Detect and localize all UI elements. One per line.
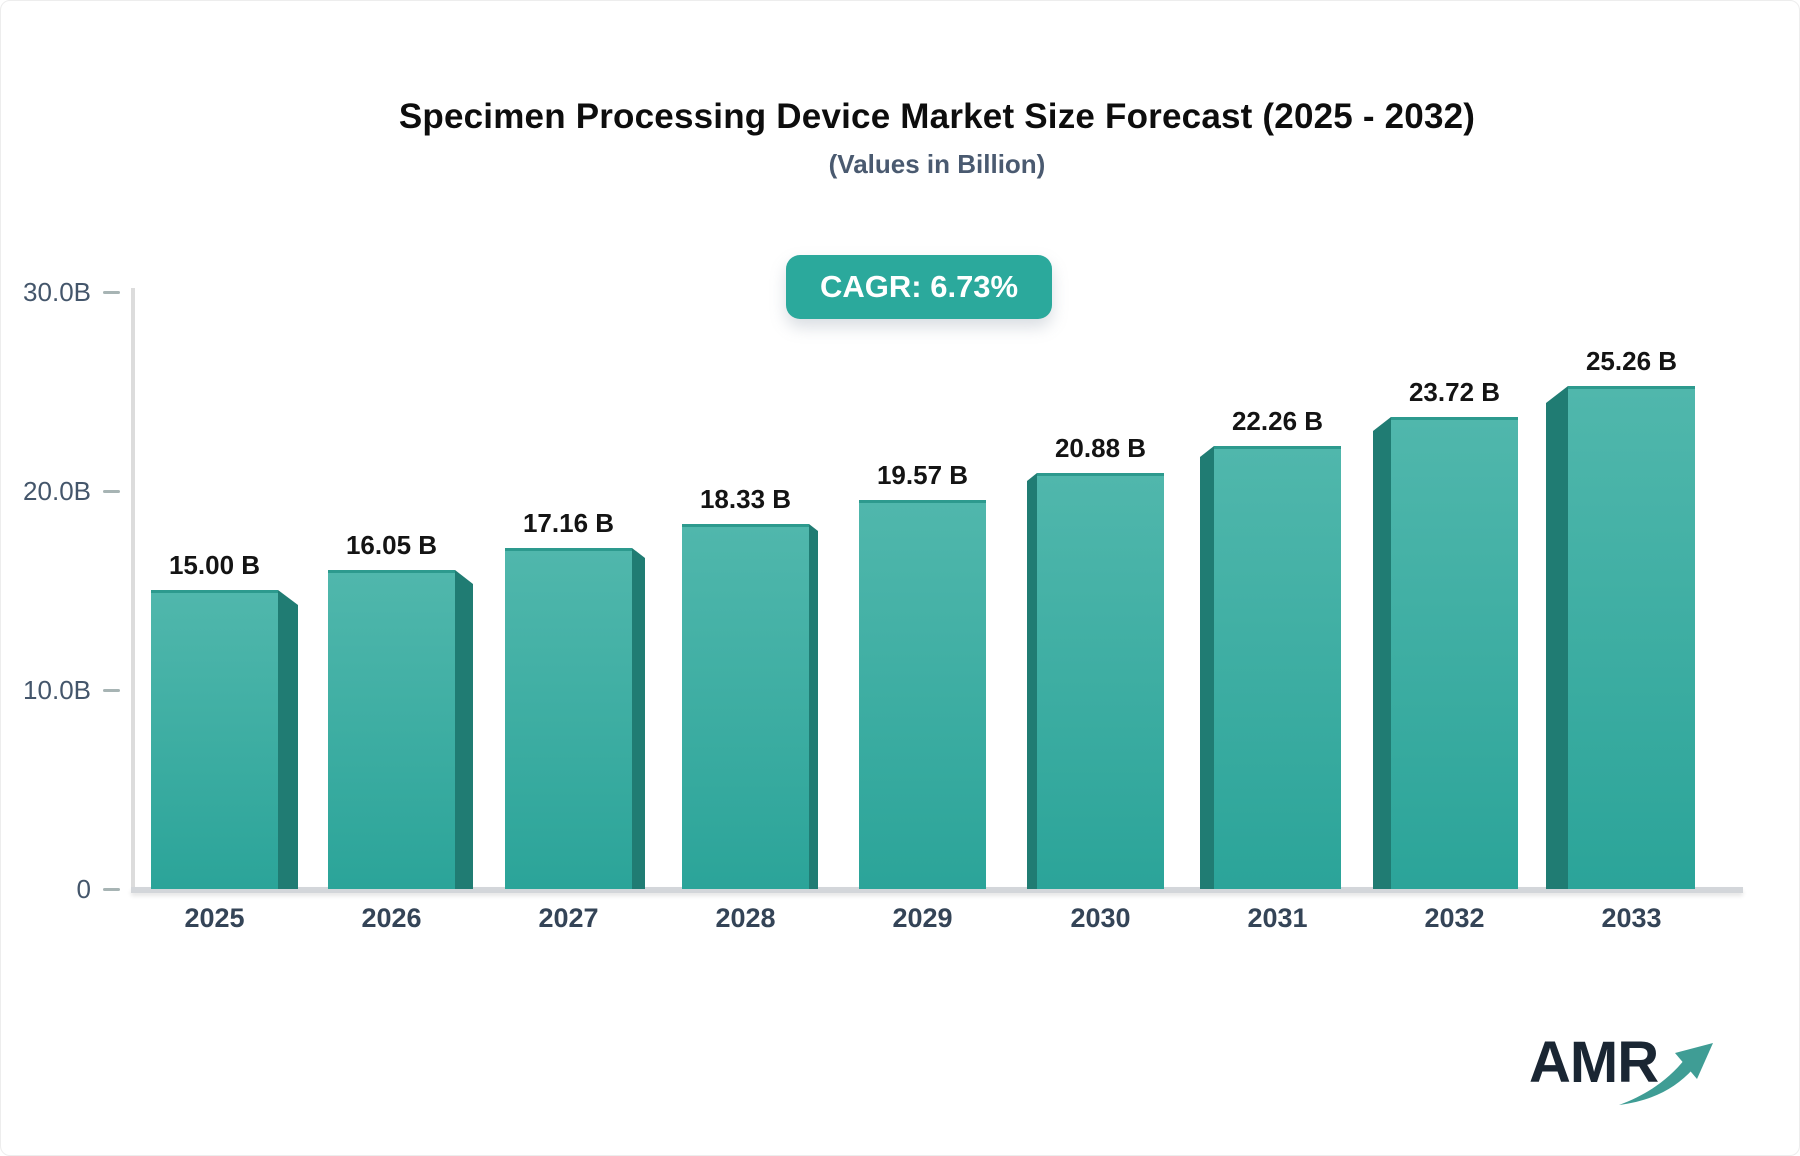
bar-value-label: 17.16 B (522, 508, 615, 538)
bar-value-label: 16.05 B (345, 530, 438, 560)
bar[interactable] (1391, 417, 1518, 889)
y-axis-tick-mark (103, 888, 120, 891)
bar-3d-side (455, 570, 473, 889)
bar[interactable] (505, 548, 632, 889)
y-axis-tick-mark (103, 291, 120, 294)
x-axis-label: 2026 (361, 903, 422, 933)
y-axis-tick-mark (103, 490, 120, 493)
x-axis-label: 2032 (1424, 903, 1485, 933)
y-axis-tick-label: 30.0B (23, 277, 91, 307)
bar[interactable] (859, 500, 986, 889)
bar[interactable] (151, 590, 278, 889)
bar-value-label: 18.33 B (699, 484, 792, 514)
bar[interactable] (1214, 446, 1341, 889)
y-axis-line (131, 288, 135, 893)
bar-value-label: 23.72 B (1408, 377, 1501, 407)
chart-title: Specimen Processing Device Market Size F… (398, 97, 1476, 136)
y-axis-tick-label: 10.0B (23, 675, 91, 705)
x-axis-label: 2029 (892, 903, 953, 933)
x-axis-label: 2031 (1247, 903, 1308, 933)
x-axis-label: 2027 (538, 903, 599, 933)
x-axis-label: 2030 (1070, 903, 1131, 933)
bar-value-label: 19.57 B (876, 460, 969, 490)
bar-3d-side (809, 524, 818, 889)
x-axis-label: 2033 (1601, 903, 1662, 933)
bar[interactable] (682, 524, 809, 889)
bar[interactable] (1037, 473, 1164, 889)
bar[interactable] (328, 570, 455, 889)
bar-3d-side (278, 590, 298, 889)
bar-value-label: 25.26 B (1585, 346, 1678, 376)
cagr-badge: CAGR: 6.73% (786, 255, 1053, 319)
bar-value-label: 15.00 B (168, 550, 261, 580)
x-axis-label: 2025 (184, 903, 245, 933)
amr-logo: AMR (1529, 1029, 1729, 1119)
bar-value-label: 22.26 B (1231, 406, 1324, 436)
y-axis-tick-label: 20.0B (23, 476, 91, 506)
chart-subtitle: (Values in Billion) (828, 149, 1046, 179)
bar-3d-side (1373, 417, 1391, 889)
bar-3d-side (1200, 446, 1214, 889)
bar-3d-side (632, 548, 645, 889)
bar-value-label: 20.88 B (1054, 433, 1147, 463)
growth-arrow-icon (1619, 1043, 1713, 1105)
y-axis-tick-mark (103, 689, 120, 692)
x-axis-baseline (131, 887, 1743, 893)
x-axis-label: 2028 (715, 903, 776, 933)
bar-3d-side (1546, 386, 1568, 889)
amr-logo-text: AMR (1529, 1030, 1659, 1095)
bar[interactable] (1568, 386, 1695, 889)
y-axis-tick-label: 0 (76, 874, 91, 904)
bar-3d-side (1027, 473, 1037, 889)
